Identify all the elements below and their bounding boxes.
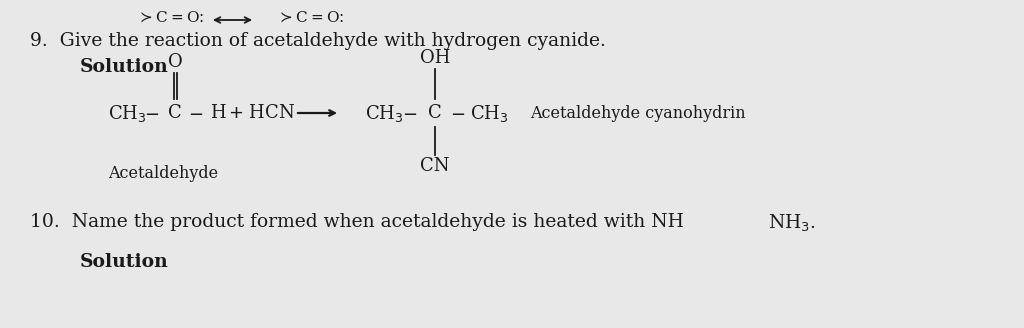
Text: $-$: $-$	[402, 104, 418, 122]
Text: CH$_3$: CH$_3$	[108, 102, 146, 124]
Text: $\succ$C$=$O$\colon$: $\succ$C$=$O$\colon$	[276, 10, 343, 25]
Text: Solution: Solution	[80, 253, 169, 271]
Text: $-$: $-$	[144, 104, 160, 122]
Text: $-$: $-$	[451, 104, 466, 122]
Text: C: C	[168, 104, 182, 122]
Text: NH$_3$.: NH$_3$.	[768, 213, 816, 234]
Text: $-$: $-$	[188, 104, 204, 122]
Text: CH$_3$: CH$_3$	[470, 102, 509, 124]
Text: CN: CN	[420, 157, 450, 175]
Text: C: C	[428, 104, 442, 122]
Text: 9.  Give the reaction of acetaldehyde with hydrogen cyanide.: 9. Give the reaction of acetaldehyde wit…	[30, 32, 606, 50]
Text: H: H	[210, 104, 225, 122]
Text: CH$_3$: CH$_3$	[365, 102, 403, 124]
Text: Acetaldehyde: Acetaldehyde	[108, 165, 218, 182]
Text: 10.  Name the product formed when acetaldehyde is heated with NH: 10. Name the product formed when acetald…	[30, 213, 684, 231]
Text: Acetaldehyde cyanohydrin: Acetaldehyde cyanohydrin	[530, 105, 745, 121]
Text: Solution: Solution	[80, 58, 169, 76]
Text: $\succ$C$=$O$\colon$: $\succ$C$=$O$\colon$	[136, 10, 204, 25]
Text: O: O	[168, 53, 182, 71]
Text: OH: OH	[420, 49, 451, 67]
Text: $+$ HCN: $+$ HCN	[228, 104, 295, 122]
